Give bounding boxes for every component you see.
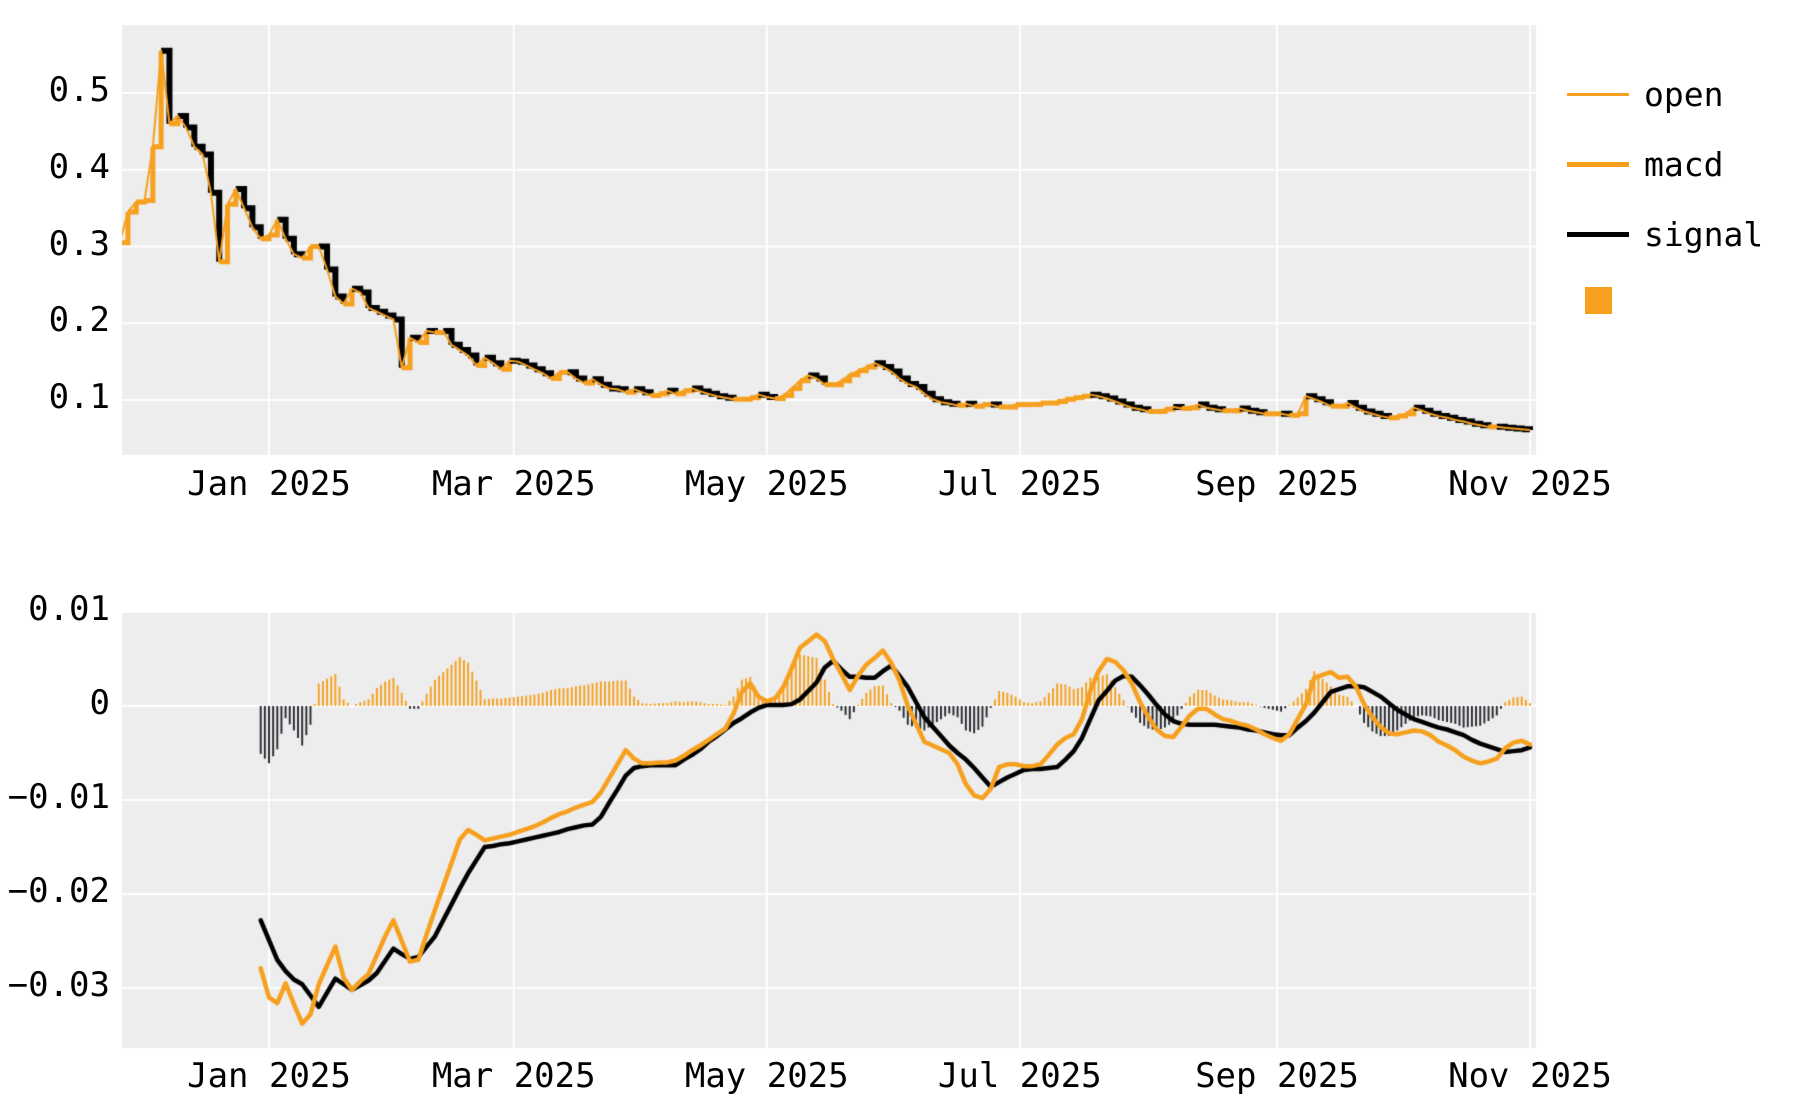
legend-label-open: open xyxy=(1644,74,1724,114)
legend-label-signal: signal xyxy=(1644,214,1764,254)
price-y-tick-label: 0.1 xyxy=(48,377,110,417)
macd-line-swatch-icon xyxy=(1562,161,1634,167)
price-x-tick-label: Sep 2025 xyxy=(1195,464,1359,504)
macd-x-tick-label: May 2025 xyxy=(684,1056,849,1096)
legend-item-macd: macd xyxy=(1562,142,1723,186)
price-x-tick-label: May 2025 xyxy=(684,464,849,504)
macd-y-tick-label: 0.01 xyxy=(28,589,110,629)
macd-x-tick-label: Mar 2025 xyxy=(431,1056,596,1096)
price-x-tick-label: Jan 2025 xyxy=(187,464,351,504)
legend-item-signal: signal xyxy=(1562,212,1763,256)
price-y-tick-label: 0.3 xyxy=(48,223,110,264)
macd-x-tick-label: Nov 2025 xyxy=(1448,1056,1612,1096)
macd-x-tick-label: Sep 2025 xyxy=(1195,1056,1359,1096)
price-y-tick-label: 0.5 xyxy=(48,70,110,110)
macd-x-tick-label: Jul 2025 xyxy=(937,1056,1102,1096)
price-y-tick-label: 0.4 xyxy=(48,146,110,187)
macd-y-tick-label: −0.01 xyxy=(7,777,110,817)
histogram-square-swatch-icon xyxy=(1562,286,1634,314)
macd-y-tick-label: −0.02 xyxy=(7,871,110,911)
price-x-tick-label: Nov 2025 xyxy=(1448,464,1612,504)
legend-item-open: open xyxy=(1562,72,1723,116)
macd-y-tick-label: −0.03 xyxy=(7,965,110,1005)
signal-line-swatch-icon xyxy=(1562,231,1634,237)
macd-y-tick-label: 0 xyxy=(89,683,110,723)
price-y-tick-label: 0.2 xyxy=(48,300,110,341)
legend-item-histogram xyxy=(1562,278,1644,322)
open-line-swatch-icon xyxy=(1562,92,1634,96)
price-x-tick-label: Jul 2025 xyxy=(937,464,1102,504)
legend-label-macd: macd xyxy=(1644,144,1724,184)
price-x-tick-label: Mar 2025 xyxy=(431,464,596,504)
macd-x-tick-label: Jan 2025 xyxy=(187,1056,351,1096)
